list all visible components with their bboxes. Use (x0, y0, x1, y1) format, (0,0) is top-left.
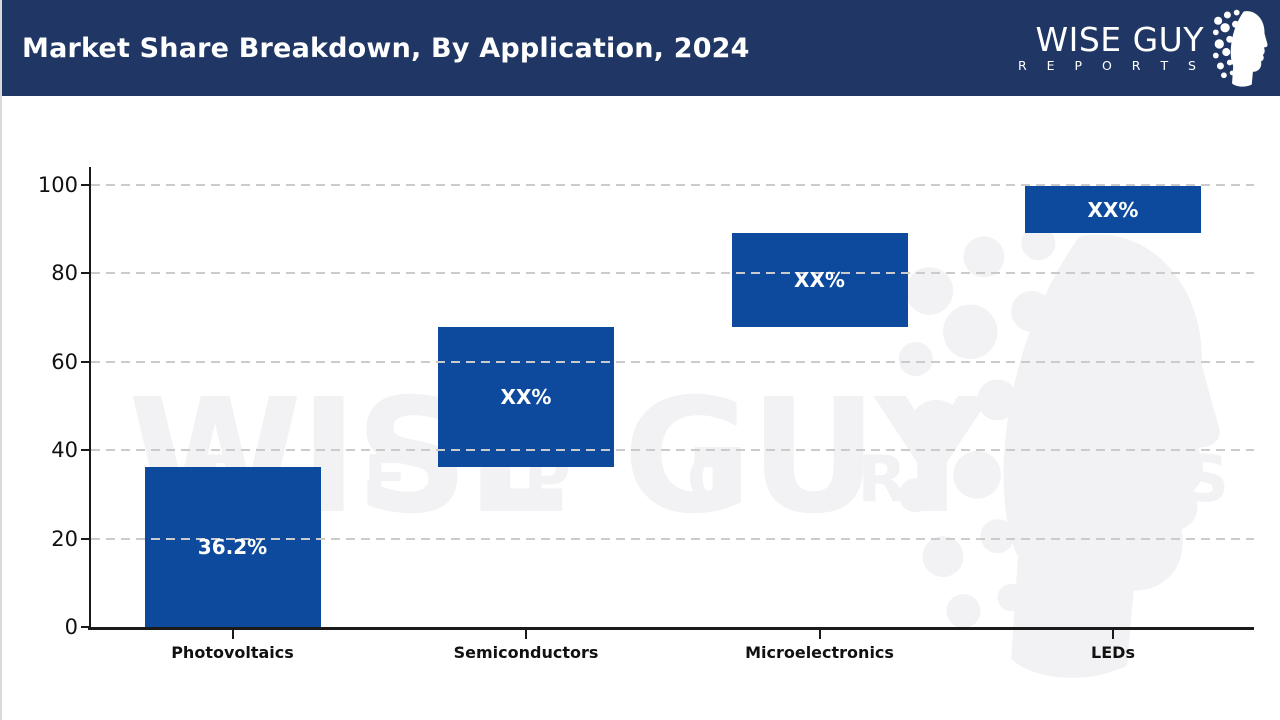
category-label-microelectronics: Microelectronics (745, 643, 894, 662)
y-tick-label-100: 100 (37, 172, 78, 197)
bar-semiconductors (438, 327, 614, 467)
bar-microelectronics (731, 233, 908, 328)
logo-subtext: R E P O R T S (1017, 58, 1204, 74)
x-tick-leds (1112, 629, 1114, 639)
category-label-leds: LEDs (1091, 643, 1135, 662)
y-tick-label-0: 0 (64, 615, 78, 639)
bar-value-label-leds: XX% (1087, 197, 1139, 222)
y-tick-0 (81, 626, 89, 628)
category-label-semiconductors: Semiconductors (453, 643, 599, 662)
header-banner: Market Share Breakdown, By Application, … (2, 0, 1280, 96)
x-tick-semiconductors (525, 629, 527, 639)
bar-leds (1025, 186, 1201, 234)
y-tick-label-60: 60 (51, 349, 78, 374)
y-tick-100 (81, 183, 89, 186)
chart-title: Market Share Breakdown, By Application, … (22, 32, 750, 64)
bar-value-label-photovoltaics: 36.2% (197, 534, 268, 559)
y-tick-60 (81, 360, 89, 363)
watermark-head-icon (898, 226, 1220, 678)
bar-photovoltaics (144, 466, 321, 627)
y-tick-40 (81, 449, 89, 451)
category-label-photovoltaics: Photovoltaics (171, 643, 294, 662)
gridline-60 (91, 360, 1254, 363)
gridline-20 (91, 537, 1254, 540)
x-axis-line (88, 627, 1254, 630)
x-tick-microelectronics (818, 629, 821, 639)
y-tick-label-40: 40 (51, 438, 78, 462)
chart-area: WISE GUY R E P O R T S 36.2% XX% XX% XX% 0 20… (2, 96, 1280, 720)
wiseguy-logo: WISE GUY R E P O R T S (1018, 8, 1268, 88)
gridline-40 (91, 449, 1254, 451)
x-tick-photovoltaics (231, 629, 234, 639)
bar-value-label-semiconductors: XX% (500, 385, 552, 410)
bar-value-label-microelectronics: XX% (794, 268, 845, 293)
y-axis-line (89, 166, 91, 629)
logo-wordmark: WISE GUY (1035, 19, 1204, 59)
gridline-80 (91, 272, 1254, 274)
wiseguy-head-icon (1212, 9, 1268, 87)
y-tick-20 (81, 537, 89, 540)
y-tick-label-20: 20 (51, 526, 78, 551)
y-tick-label-80: 80 (51, 261, 78, 285)
y-tick-80 (81, 272, 89, 274)
gridline-100 (91, 183, 1254, 186)
